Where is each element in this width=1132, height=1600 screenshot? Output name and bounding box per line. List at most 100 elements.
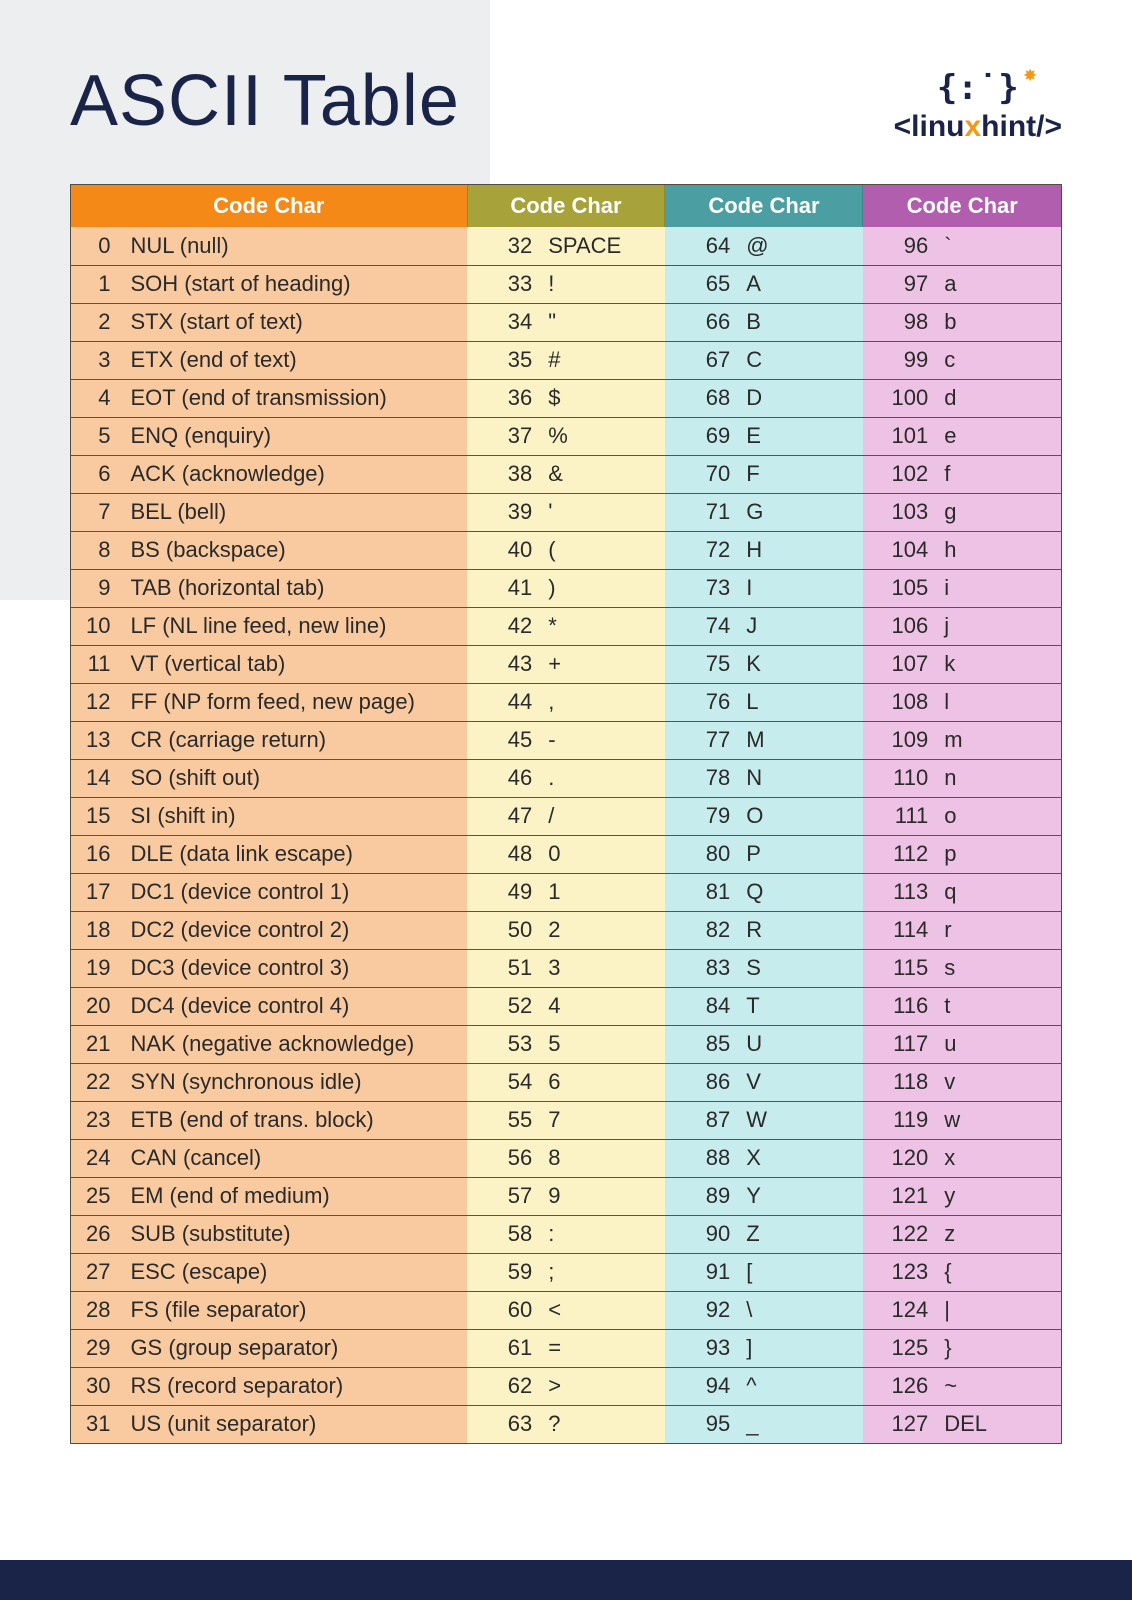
char-cell: & <box>542 455 665 493</box>
char-cell: CR (carriage return) <box>126 721 467 759</box>
char-cell: B <box>740 303 863 341</box>
logo-face-glyph: {:˙} <box>937 68 1019 108</box>
char-cell: T <box>740 987 863 1025</box>
char-cell: I <box>740 569 863 607</box>
code-cell: 72 <box>665 531 740 569</box>
table-row: 27ESC (escape)59;91[123{ <box>71 1253 1061 1291</box>
table-row: 13CR (carriage return)45-77M109m <box>71 721 1061 759</box>
code-cell: 109 <box>863 721 938 759</box>
code-cell: 113 <box>863 873 938 911</box>
table-row: 5ENQ (enquiry)37%69E101e <box>71 417 1061 455</box>
code-cell: 51 <box>467 949 542 987</box>
code-cell: 25 <box>71 1177 126 1215</box>
char-cell: E <box>740 417 863 455</box>
table-row: 12FF (NP form feed, new page)44,76L108l <box>71 683 1061 721</box>
char-cell: ( <box>542 531 665 569</box>
code-cell: 35 <box>467 341 542 379</box>
char-cell: CAN (cancel) <box>126 1139 467 1177</box>
char-cell: RS (record separator) <box>126 1367 467 1405</box>
code-cell: 125 <box>863 1329 938 1367</box>
code-cell: 45 <box>467 721 542 759</box>
char-cell: u <box>938 1025 1061 1063</box>
code-cell: 9 <box>71 569 126 607</box>
char-cell: 2 <box>542 911 665 949</box>
char-cell: z <box>938 1215 1061 1253</box>
code-cell: 67 <box>665 341 740 379</box>
code-cell: 22 <box>71 1063 126 1101</box>
column-header: Code Char <box>665 185 863 227</box>
char-cell: : <box>542 1215 665 1253</box>
char-cell: DC4 (device control 4) <box>126 987 467 1025</box>
code-cell: 116 <box>863 987 938 1025</box>
char-cell: M <box>740 721 863 759</box>
code-cell: 118 <box>863 1063 938 1101</box>
char-cell: b <box>938 303 1061 341</box>
code-cell: 100 <box>863 379 938 417</box>
table-row: 6ACK (acknowledge)38&70F102f <box>71 455 1061 493</box>
code-cell: 13 <box>71 721 126 759</box>
code-cell: 31 <box>71 1405 126 1443</box>
table-row: 1SOH (start of heading)33!65A97a <box>71 265 1061 303</box>
code-cell: 65 <box>665 265 740 303</box>
char-cell: SI (shift in) <box>126 797 467 835</box>
table-row: 16DLE (data link escape)48080P112p <box>71 835 1061 873</box>
table-row: 15SI (shift in)47/79O111o <box>71 797 1061 835</box>
code-cell: 101 <box>863 417 938 455</box>
char-cell: > <box>542 1367 665 1405</box>
char-cell: DC2 (device control 2) <box>126 911 467 949</box>
code-cell: 124 <box>863 1291 938 1329</box>
char-cell: DEL <box>938 1405 1061 1443</box>
table-row: 21NAK (negative acknowledge)53585U117u <box>71 1025 1061 1063</box>
table-row: 11VT (vertical tab)43+75K107k <box>71 645 1061 683</box>
code-cell: 39 <box>467 493 542 531</box>
char-cell: a <box>938 265 1061 303</box>
code-cell: 106 <box>863 607 938 645</box>
code-cell: 46 <box>467 759 542 797</box>
code-cell: 47 <box>467 797 542 835</box>
table-row: 23ETB (end of trans. block)55787W119w <box>71 1101 1061 1139</box>
code-cell: 18 <box>71 911 126 949</box>
char-cell: 4 <box>542 987 665 1025</box>
code-cell: 5 <box>71 417 126 455</box>
table-row: 31US (unit separator)63?95_127DEL <box>71 1405 1061 1443</box>
code-cell: 58 <box>467 1215 542 1253</box>
header: ASCII Table {:˙} ✸ <linuxhint/> <box>70 60 1062 144</box>
code-cell: 11 <box>71 645 126 683</box>
table-row: 20DC4 (device control 4)52484T116t <box>71 987 1061 1025</box>
code-cell: 78 <box>665 759 740 797</box>
table-row: 10LF (NL line feed, new line)42*74J106j <box>71 607 1061 645</box>
code-cell: 1 <box>71 265 126 303</box>
char-cell: ~ <box>938 1367 1061 1405</box>
code-cell: 75 <box>665 645 740 683</box>
table-row: 14SO (shift out)46.78N110n <box>71 759 1061 797</box>
code-cell: 24 <box>71 1139 126 1177</box>
table-row: 24CAN (cancel)56888X120x <box>71 1139 1061 1177</box>
char-cell: . <box>542 759 665 797</box>
code-cell: 84 <box>665 987 740 1025</box>
code-cell: 112 <box>863 835 938 873</box>
char-cell: G <box>740 493 863 531</box>
char-cell: H <box>740 531 863 569</box>
code-cell: 20 <box>71 987 126 1025</box>
code-cell: 49 <box>467 873 542 911</box>
char-cell: n <box>938 759 1061 797</box>
code-cell: 73 <box>665 569 740 607</box>
code-cell: 37 <box>467 417 542 455</box>
char-cell: ; <box>542 1253 665 1291</box>
table-row: 19DC3 (device control 3)51383S115s <box>71 949 1061 987</box>
char-cell: 6 <box>542 1063 665 1101</box>
logo-text-hl: x <box>964 110 981 143</box>
logo-text-pre: <linu <box>894 110 965 143</box>
code-cell: 53 <box>467 1025 542 1063</box>
table-row: 25EM (end of medium)57989Y121y <box>71 1177 1061 1215</box>
char-cell: VT (vertical tab) <box>126 645 467 683</box>
table-row: 8BS (backspace)40(72H104h <box>71 531 1061 569</box>
code-cell: 30 <box>71 1367 126 1405</box>
code-cell: 108 <box>863 683 938 721</box>
char-cell: K <box>740 645 863 683</box>
char-cell: NAK (negative acknowledge) <box>126 1025 467 1063</box>
code-cell: 99 <box>863 341 938 379</box>
code-cell: 122 <box>863 1215 938 1253</box>
char-cell: P <box>740 835 863 873</box>
code-cell: 107 <box>863 645 938 683</box>
